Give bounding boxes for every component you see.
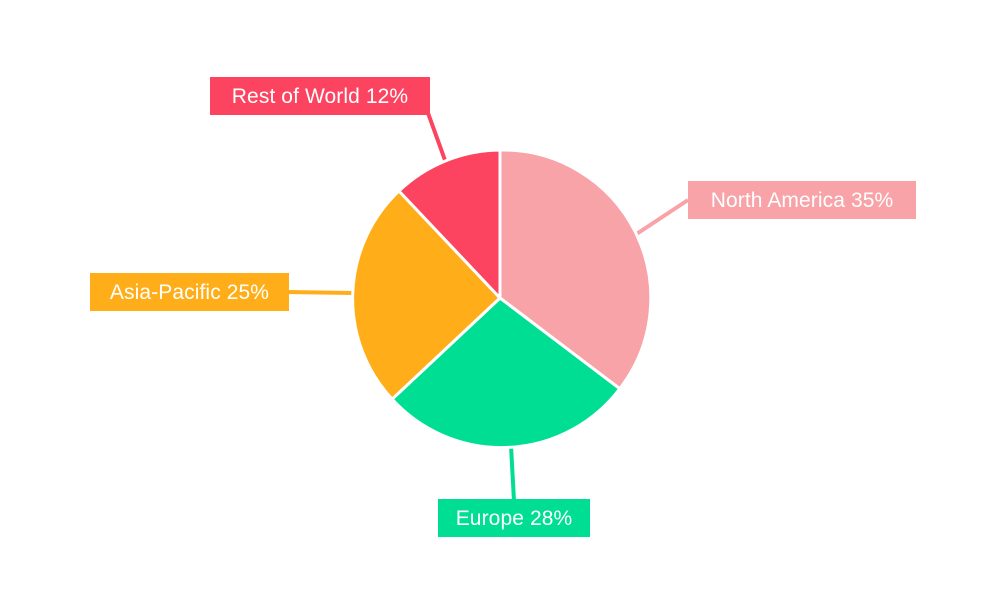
- leader-line-europe: [509, 445, 516, 502]
- pie-label-north-america[interactable]: North America 35%: [688, 181, 916, 219]
- pie-label-north-america-text: North America 35%: [710, 188, 894, 212]
- pie-label-asia-pacific-text: Asia-Pacific 25%: [109, 280, 270, 304]
- pie-wedge-europe[interactable]: [390, 296, 622, 450]
- pie-wedges: [351, 148, 653, 450]
- pie-leader-lines: [286, 112, 690, 502]
- pie-label-rest-of-world-text: Rest of World 12%: [231, 84, 409, 108]
- pie-label-europe[interactable]: Europe 28%: [438, 499, 590, 537]
- pie-wedge-asia-pacific[interactable]: [351, 189, 502, 401]
- pie-label-rest-of-world[interactable]: Rest of World 12%: [210, 77, 430, 115]
- pie-wedge-north-america[interactable]: [498, 148, 653, 391]
- leader-line-north-america: [627, 198, 690, 241]
- pie-label-asia-pacific[interactable]: Asia-Pacific 25%: [90, 273, 289, 311]
- leader-line-asia-pacific: [286, 290, 353, 295]
- pie-label-europe-text: Europe 28%: [455, 506, 573, 530]
- leader-line-rest-of-world: [426, 112, 448, 164]
- pie-wedge-rest-of-world[interactable]: [397, 148, 502, 300]
